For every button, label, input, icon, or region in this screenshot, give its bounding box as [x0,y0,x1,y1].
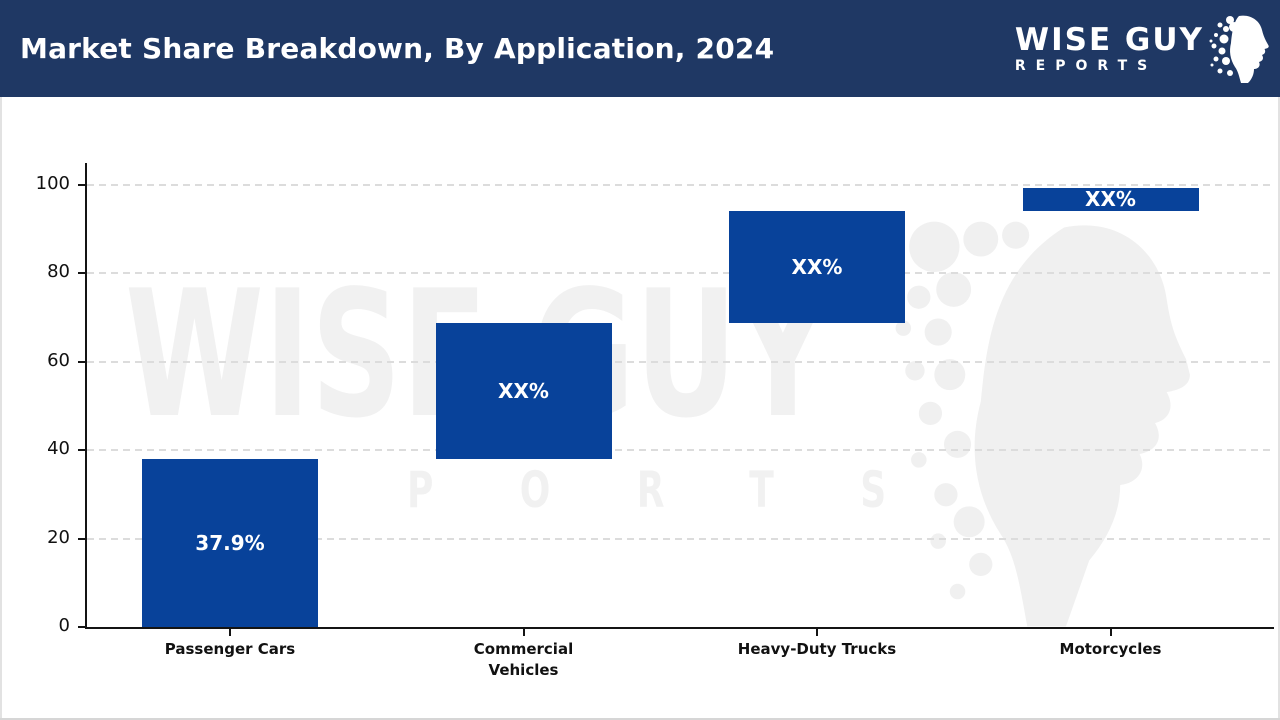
bar-value-label-heavy-duty-trucks: XX% [791,255,843,280]
plot-area [85,163,1274,629]
wiseguy-logo: WISE GUY REPORTS [1015,4,1270,94]
gridline-60 [87,360,1274,363]
y-tick-mark-60 [78,360,85,363]
gridline-100 [87,183,1274,186]
x-tick-mark-passenger-cars [229,628,231,636]
watermark-head-icon [895,221,1190,627]
y-tick-mark-0 [78,626,85,628]
logo-head-icon [1209,15,1269,84]
bar-value-label-passenger-cars: 37.9% [195,531,265,556]
y-tick-label-60: 60 [47,349,70,371]
x-category-label-heavy-duty-trucks: Heavy-Duty Trucks [737,640,897,658]
y-tick-mark-100 [78,183,85,186]
bar-heavy-duty-trucks: XX% [729,211,905,323]
logo-wordmark: WISE GUY REPORTS [1015,24,1204,74]
bar-value-label-commercial-vehicles: XX% [498,379,549,404]
chart-title: Market Share Breakdown, By Application, … [20,32,775,65]
y-tick-mark-80 [78,272,85,274]
y-tick-label-0: 0 [58,615,70,636]
gridline-80 [87,272,1274,274]
y-tick-mark-20 [78,537,85,540]
y-tick-mark-40 [78,449,85,451]
y-tick-label-80: 80 [47,261,70,282]
x-tick-mark-motorcycles [1109,628,1112,636]
x-category-label-commercial-vehicles: Commercial Vehicles [473,640,574,679]
logo-line2: REPORTS [1014,57,1158,74]
gridline-40 [87,449,1274,451]
header-bar: Market Share Breakdown, By Application, … [0,0,1280,97]
bar-value-label-motorcycles: XX% [1085,187,1136,212]
y-tick-label-100: 100 [35,172,70,194]
bar-passenger-cars: 37.9% [142,459,318,627]
x-tick-mark-heavy-duty-trucks [816,628,818,636]
x-category-label-passenger-cars: Passenger Cars [164,640,296,658]
x-category-label-motorcycles: Motorcycles [1059,640,1162,658]
bar-commercial-vehicles: XX% [435,323,612,460]
x-tick-mark-commercial-vehicles [522,628,525,636]
y-tick-label-40: 40 [47,438,70,459]
gridline-20 [87,537,1274,540]
logo-line1: WISE GUY [1014,22,1204,59]
bar-motorcycles: XX% [1022,187,1199,212]
y-tick-label-20: 20 [47,526,70,548]
